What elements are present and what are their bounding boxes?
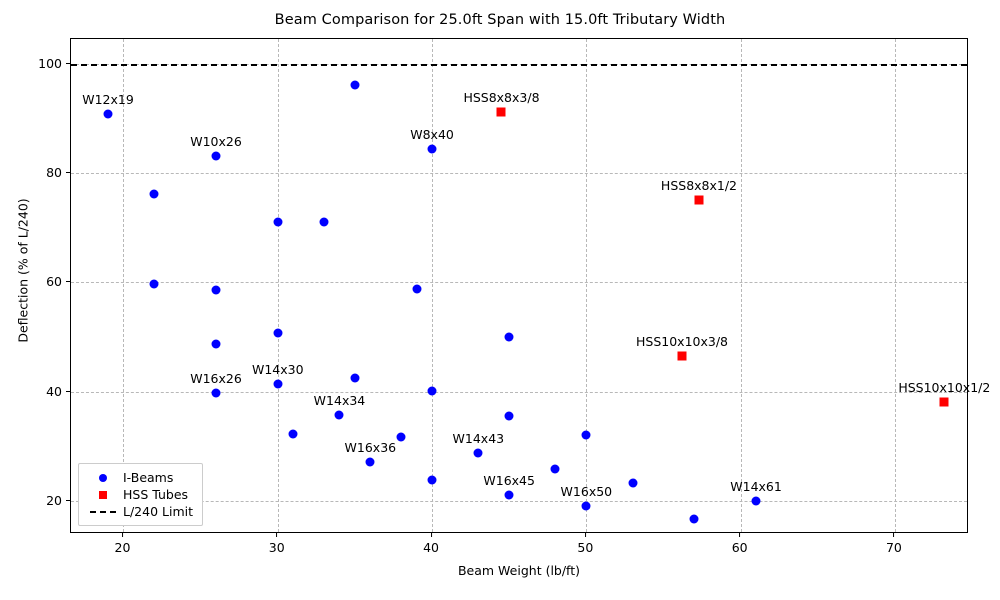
data-point-label: W14x34 [313, 392, 366, 408]
legend-item-3[interactable]: L/240 Limit [86, 503, 193, 520]
gridline-horizontal [71, 391, 967, 393]
data-point-label: W16x45 [483, 472, 535, 488]
data-point [211, 151, 221, 161]
data-point [504, 490, 514, 500]
data-point [677, 351, 687, 361]
plot-area: W12x19 W10x26 W8x40 W14x30 W16x26 W14x34 W16x3… [70, 38, 990, 533]
data-point-label: HSS10x10x3/8 [636, 333, 728, 349]
data-point [273, 217, 283, 227]
data-point [427, 386, 437, 396]
legend-square-icon [86, 490, 120, 499]
data-point [396, 432, 406, 442]
data-point [694, 195, 704, 205]
data-point [211, 388, 221, 398]
legend-item-2[interactable]: HSS Tubes [86, 486, 193, 503]
legend-dashed-line-icon [86, 510, 120, 513]
data-point-label: HSS8x8x3/8 [463, 89, 540, 105]
data-point-label: HSS10x10x1/2 [898, 380, 991, 396]
y-axis-tick: 20 [0, 492, 70, 508]
x-axis-tick: 40 [423, 533, 439, 555]
data-point [581, 501, 591, 511]
data-point-label: W10x26 [190, 134, 242, 150]
legend-circle-icon [86, 473, 120, 482]
y-axis-tick: 40 [0, 383, 70, 399]
data-point [211, 339, 221, 349]
data-point [504, 332, 514, 342]
data-point [689, 514, 699, 524]
data-point-label: W16x26 [190, 370, 242, 386]
x-axis-tick: 20 [115, 533, 130, 555]
data-point [334, 410, 344, 420]
gridline-horizontal [71, 501, 967, 503]
data-point-label: W14x43 [452, 431, 505, 447]
data-point [273, 379, 283, 389]
chart-title: Beam Comparison for 25.0ft Span with 15.… [274, 12, 726, 28]
data-point [939, 397, 949, 407]
y-axis-label: Deflection (% of L/240) [15, 198, 31, 343]
x-axis-tick: 50 [577, 533, 593, 555]
data-point-label: HSS8x8x1/2 [660, 178, 738, 194]
data-point-label: W16x36 [344, 439, 397, 455]
gridline-horizontal [71, 173, 967, 174]
data-point [288, 429, 298, 439]
gridline-vertical [586, 39, 588, 532]
y-axis-tick: 100 [0, 55, 70, 71]
data-point [504, 411, 514, 421]
data-point [628, 478, 638, 488]
gridline-vertical [740, 39, 742, 532]
data-point [319, 217, 329, 227]
chart-legend[interactable]: I-Beams HSS Tubes L/240 Limit [78, 463, 203, 526]
data-point [149, 189, 159, 199]
data-point [350, 373, 360, 383]
legend-item-label: I-Beams [123, 470, 174, 485]
data-point [496, 107, 506, 117]
data-point [473, 448, 483, 458]
data-point [103, 109, 113, 119]
data-point [412, 284, 422, 294]
data-point [751, 496, 761, 506]
data-point [149, 279, 159, 289]
data-point [211, 285, 221, 295]
x-axis-label: Beam Weight (lb/ft) [457, 563, 581, 578]
y-axis-tick: 80 [0, 164, 70, 180]
data-point [273, 328, 283, 338]
data-point [365, 457, 375, 467]
legend-item-label: L/240 Limit [123, 504, 193, 519]
gridline-vertical [894, 39, 896, 532]
l240-limit-line [71, 63, 967, 66]
data-point [350, 80, 360, 90]
data-point [427, 144, 437, 154]
data-point [581, 430, 591, 440]
gridline-vertical [432, 39, 434, 532]
gridline-vertical [123, 39, 125, 532]
x-axis-tick: 70 [886, 533, 902, 555]
data-point [427, 475, 437, 485]
gridline-vertical [277, 39, 279, 532]
legend-item-1[interactable]: I-Beams [86, 469, 193, 486]
y-axis-tick: 60 [0, 273, 70, 289]
legend-item-label: HSS Tubes [123, 487, 189, 502]
data-point-label: W14x61 [730, 478, 782, 494]
x-axis-tick: 60 [732, 533, 748, 555]
data-point [550, 464, 560, 474]
data-point-label: W12x19 [82, 92, 134, 108]
gridline-horizontal [71, 282, 967, 284]
x-axis-tick: 30 [269, 533, 285, 555]
